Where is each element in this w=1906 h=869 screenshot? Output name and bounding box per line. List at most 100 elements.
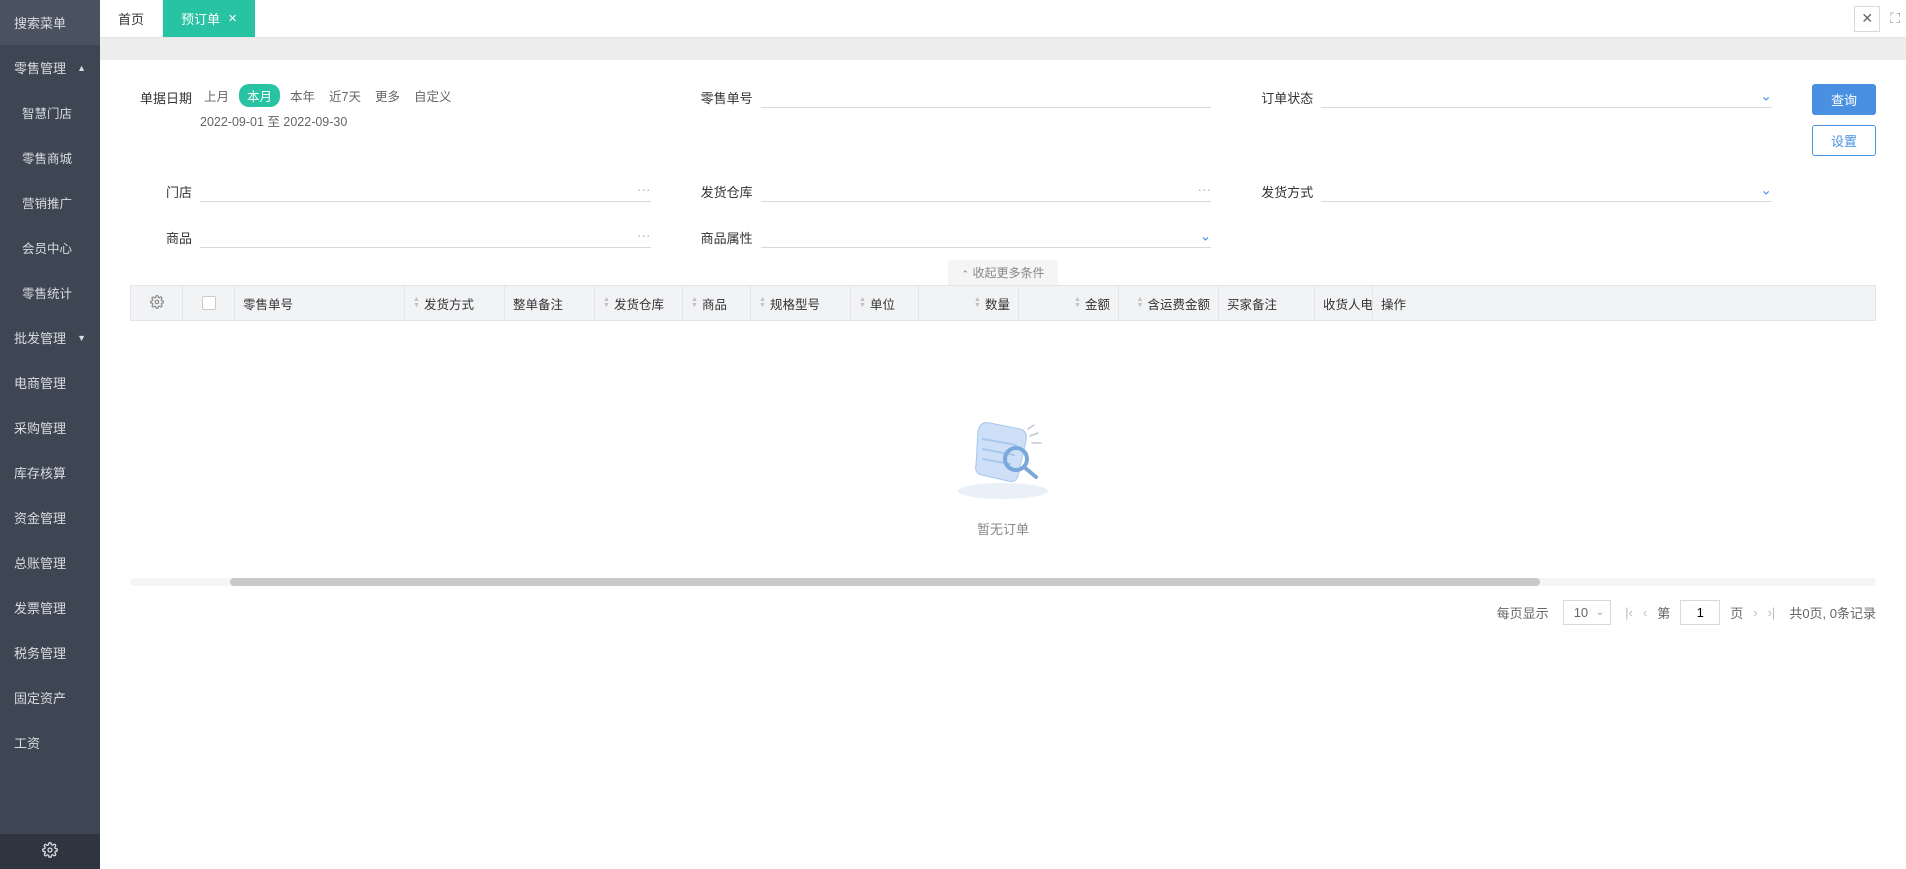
close-icon[interactable]: ✕ (228, 12, 237, 25)
th-qty[interactable]: ▲▼数量 (919, 286, 1019, 320)
sidebar-item-ecommerce[interactable]: 电商管理 (0, 360, 100, 405)
sidebar-item-inventory[interactable]: 库存核算 (0, 450, 100, 495)
filter-panel: 单据日期 上月 本月 本年 近7天 更多 自定义 2022-09-01 至 20… (100, 60, 1906, 285)
orderstatus-select[interactable] (1321, 84, 1772, 108)
pill-more[interactable]: 更多 (371, 84, 404, 107)
filter-store-label: 门店 (130, 178, 192, 201)
store-input[interactable] (200, 178, 651, 202)
sidebar-item-retailmall[interactable]: 零售商城 (0, 135, 100, 180)
sidebar-search[interactable]: 搜索菜单 (0, 0, 100, 45)
scrollbar-thumb[interactable] (230, 578, 1540, 586)
tab-preorder[interactable]: 预订单 ✕ (163, 0, 255, 37)
filter-orderstatus-label: 订单状态 (1251, 84, 1313, 107)
last-page-button[interactable]: ›| (1768, 605, 1776, 620)
query-button[interactable]: 查询 (1812, 84, 1876, 115)
sidebar-item-funds[interactable]: 资金管理 (0, 495, 100, 540)
horizontal-scrollbar[interactable] (130, 578, 1876, 586)
th-buyerremark[interactable]: 买家备注 (1219, 286, 1315, 320)
th-shipmethod[interactable]: ▲▼发货方式 (405, 286, 505, 320)
th-receiverphone[interactable]: 收货人电话 (1315, 286, 1373, 320)
perpage-value: 10 (1574, 605, 1588, 620)
chevron-down-icon[interactable]: ⌄ (1200, 228, 1212, 245)
chevron-down-icon: ⌄ (1596, 607, 1604, 618)
sort-icon: ▲▼ (603, 297, 610, 309)
pill-custom[interactable]: 自定义 (410, 84, 456, 107)
th-actions[interactable]: 操作 (1373, 286, 1875, 320)
th-warehouse[interactable]: ▲▼发货仓库 (595, 286, 683, 320)
retailno-input[interactable] (761, 84, 1212, 108)
th-wholeremark[interactable]: 整单备注 (505, 286, 595, 320)
next-page-button[interactable]: › (1753, 605, 1757, 620)
filter-warehouse-label: 发货仓库 (691, 178, 753, 201)
sort-icon: ▲▼ (974, 297, 981, 309)
sidebar-item-purchase[interactable]: 采购管理 (0, 405, 100, 450)
sidebar-item-smartstore[interactable]: 智慧门店 (0, 90, 100, 135)
prev-page-button[interactable]: ‹ (1643, 605, 1647, 620)
pill-last7[interactable]: 近7天 (325, 84, 365, 107)
first-page-button[interactable]: |‹ (1625, 605, 1633, 620)
sidebar-item-retailstats[interactable]: 零售统计 (0, 270, 100, 315)
tab-home[interactable]: 首页 (100, 0, 163, 37)
pill-this-year[interactable]: 本年 (286, 84, 319, 107)
perpage-select[interactable]: 10 ⌄ (1563, 600, 1611, 625)
table-header: 零售单号 ▲▼发货方式 整单备注 ▲▼发货仓库 ▲▼商品 ▲▼规格型号 ▲▼单位… (130, 285, 1876, 321)
empty-illustration (948, 411, 1058, 501)
th-product[interactable]: ▲▼商品 (683, 286, 751, 320)
th-settings[interactable] (131, 286, 183, 320)
sidebar-item-ledger[interactable]: 总账管理 (0, 540, 100, 585)
filter-retailno-label: 零售单号 (691, 84, 753, 107)
empty-state: 暂无订单 (130, 321, 1876, 578)
tab-label: 首页 (118, 9, 144, 28)
gear-icon (42, 846, 58, 861)
sidebar-item-salary[interactable]: 工资 (0, 720, 100, 765)
filter-shipmethod-label: 发货方式 (1251, 178, 1313, 201)
ellipsis-icon[interactable]: ⋯ (637, 182, 651, 199)
pill-this-month[interactable]: 本月 (239, 84, 280, 107)
sort-icon: ▲▼ (759, 297, 766, 309)
th-retailno[interactable]: 零售单号 (235, 286, 405, 320)
sort-icon: ▲▼ (691, 297, 698, 309)
sidebar-settings[interactable] (0, 834, 100, 869)
select-all-checkbox[interactable] (202, 296, 216, 310)
chevron-down-icon[interactable]: ⌄ (1760, 182, 1772, 199)
ellipsis-icon[interactable]: ⋯ (1197, 182, 1211, 199)
chevron-up-icon: ⌃ (962, 269, 970, 279)
pill-last-month[interactable]: 上月 (200, 84, 233, 107)
th-spec[interactable]: ▲▼规格型号 (751, 286, 851, 320)
filter-date-label: 单据日期 (130, 84, 192, 107)
collapse-filters-button[interactable]: ⌃ 收起更多条件 (948, 260, 1058, 285)
tab-bar: 首页 预订单 ✕ ✕ ⛶ (100, 0, 1906, 38)
sidebar-section-retail[interactable]: 零售管理 ▲ (0, 45, 100, 90)
empty-text: 暂无订单 (130, 519, 1876, 538)
close-icon: ✕ (1861, 10, 1873, 27)
page-word2: 页 (1730, 603, 1743, 622)
productattr-select[interactable] (761, 224, 1212, 248)
sidebar-item-marketing[interactable]: 营销推广 (0, 180, 100, 225)
warehouse-input[interactable] (761, 178, 1212, 202)
sidebar-section-wholesale[interactable]: 批发管理 ▼ (0, 315, 100, 360)
sort-icon: ▲▼ (413, 297, 420, 309)
filter-product-label: 商品 (130, 224, 192, 247)
th-amountship[interactable]: ▲▼含运费金额 (1119, 286, 1219, 320)
filter-productattr-label: 商品属性 (691, 224, 753, 247)
ellipsis-icon[interactable]: ⋯ (637, 228, 651, 245)
th-unit[interactable]: ▲▼单位 (851, 286, 919, 320)
sidebar-item-members[interactable]: 会员中心 (0, 225, 100, 270)
collapse-label: 收起更多条件 (972, 266, 1044, 280)
toolbar-placeholder (100, 38, 1906, 60)
sidebar-label: 批发管理 (14, 328, 66, 347)
shipmethod-select[interactable] (1321, 178, 1772, 202)
th-amount[interactable]: ▲▼金额 (1019, 286, 1119, 320)
chevron-down-icon[interactable]: ⌄ (1760, 88, 1772, 105)
sidebar-item-invoice[interactable]: 发票管理 (0, 585, 100, 630)
fullscreen-button[interactable]: ⛶ (1890, 10, 1900, 27)
th-checkbox (183, 286, 235, 320)
page-input[interactable] (1680, 600, 1720, 625)
perpage-label: 每页显示 (1497, 603, 1549, 622)
close-all-button[interactable]: ✕ (1854, 6, 1880, 32)
sidebar-item-fixedassets[interactable]: 固定资产 (0, 675, 100, 720)
sidebar-item-tax[interactable]: 税务管理 (0, 630, 100, 675)
product-input[interactable] (200, 224, 651, 248)
settings-button[interactable]: 设置 (1812, 125, 1876, 156)
sort-icon: ▲▼ (1137, 297, 1144, 309)
